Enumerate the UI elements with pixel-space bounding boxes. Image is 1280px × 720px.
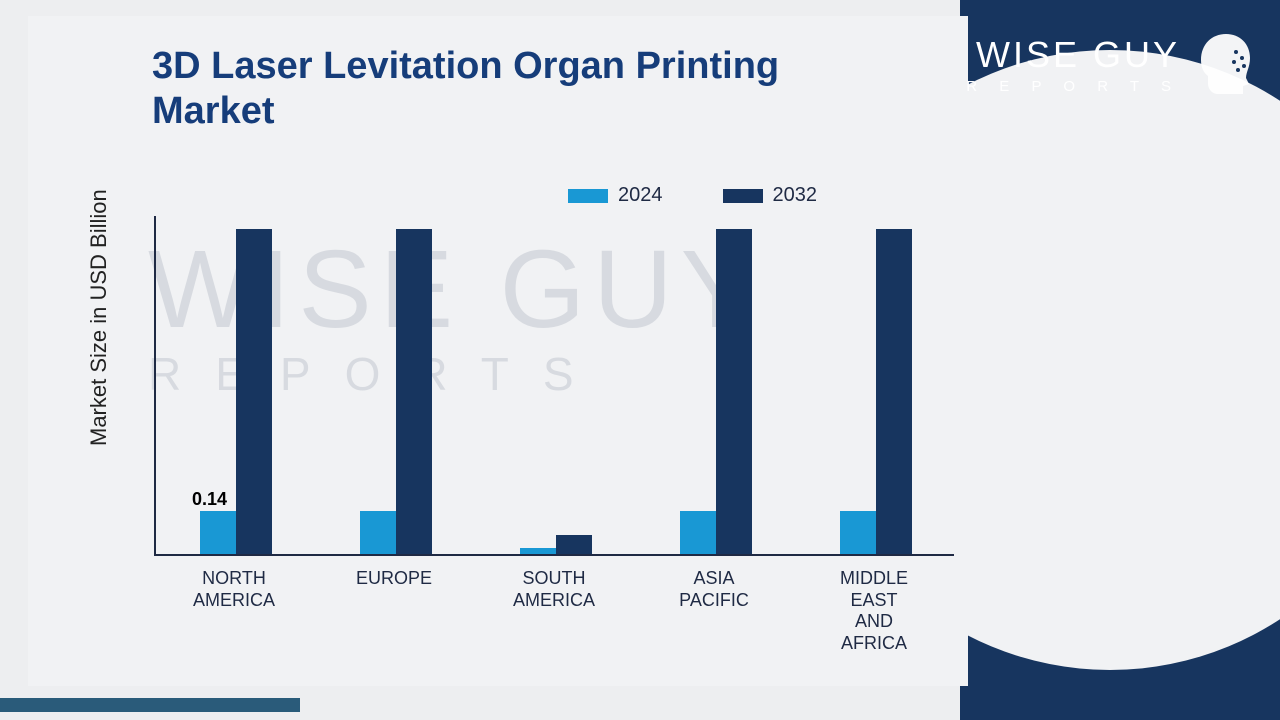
bar xyxy=(716,229,752,554)
chart-title: 3D Laser Levitation Organ Printing Marke… xyxy=(152,44,792,134)
head-icon xyxy=(1196,32,1256,96)
plot-area xyxy=(154,216,954,556)
brand-line2: R E P O R T S xyxy=(966,78,1180,95)
brand-line1: WISE GUY xyxy=(966,34,1180,76)
chart-panel: 3D Laser Levitation Organ Printing Marke… xyxy=(28,16,968,686)
brand-block: WISE GUY R E P O R T S xyxy=(966,34,1180,95)
x-category-label: EUROPE xyxy=(314,568,474,590)
legend: 2024 2032 xyxy=(568,184,817,207)
page: 3D Laser Levitation Organ Printing Marke… xyxy=(0,0,1280,720)
bar xyxy=(876,229,912,554)
value-label: 0.14 xyxy=(192,489,227,510)
legend-label-2024: 2024 xyxy=(618,184,663,207)
bar xyxy=(680,511,716,554)
x-category-label: ASIAPACIFIC xyxy=(634,568,794,611)
bar xyxy=(396,229,432,554)
bar xyxy=(556,535,592,554)
bar xyxy=(200,511,236,554)
legend-item-2032: 2032 xyxy=(723,184,818,207)
bar-group xyxy=(840,229,912,554)
x-category-label: NORTHAMERICA xyxy=(154,568,314,611)
legend-swatch-2032 xyxy=(723,189,763,203)
y-axis-label: Market Size in USD Billion xyxy=(86,189,112,446)
bar xyxy=(840,511,876,554)
bar-group xyxy=(360,229,432,554)
bar xyxy=(360,511,396,554)
bar-group xyxy=(520,535,592,554)
x-category-label: SOUTHAMERICA xyxy=(474,568,634,611)
legend-label-2032: 2032 xyxy=(773,184,818,207)
footer-stripe xyxy=(0,698,300,712)
bar-group xyxy=(680,229,752,554)
x-category-label: MIDDLEEASTANDAFRICA xyxy=(794,568,954,654)
bar xyxy=(520,548,556,554)
bar xyxy=(236,229,272,554)
legend-swatch-2024 xyxy=(568,189,608,203)
legend-item-2024: 2024 xyxy=(568,184,663,207)
